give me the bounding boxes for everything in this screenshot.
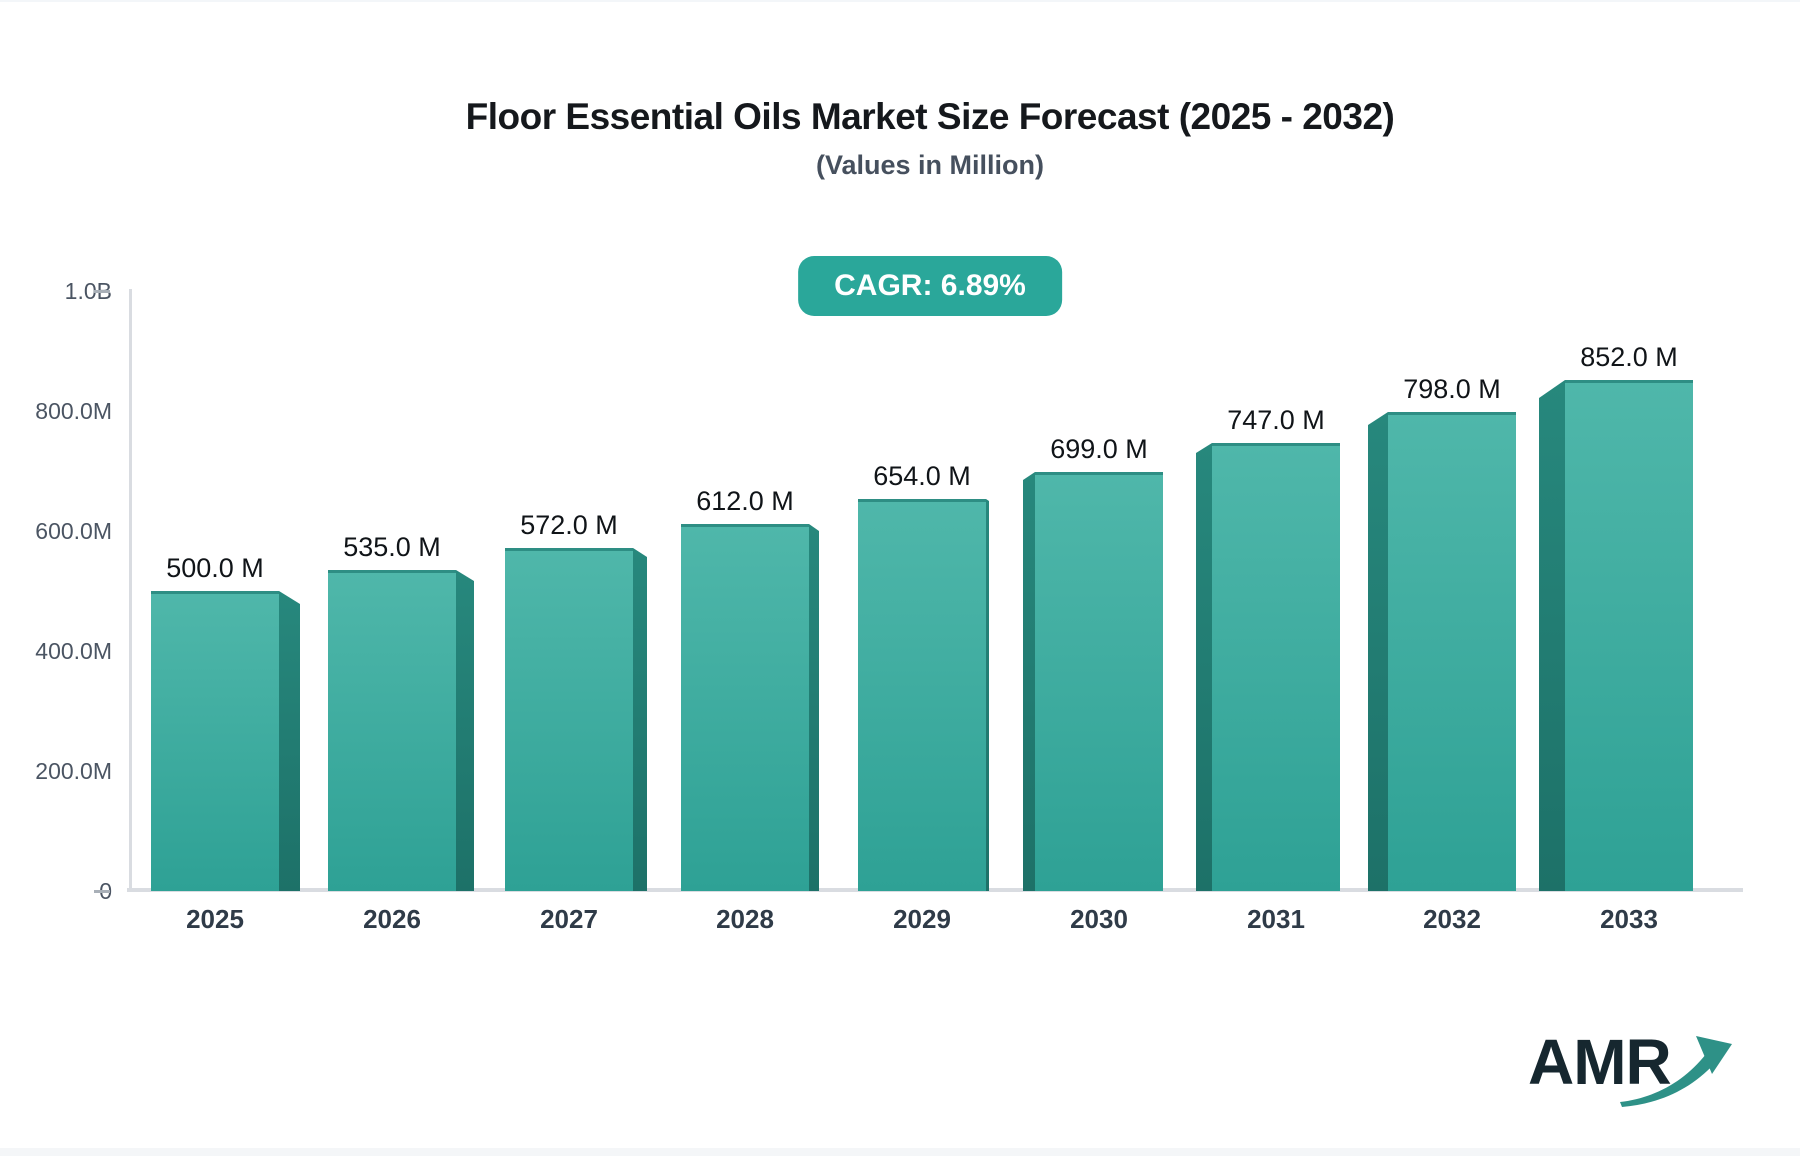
bar-2033: 852.0 M (1539, 342, 1693, 891)
bar-2026: 535.0 M (328, 532, 474, 891)
y-tick-label: 600.0M (35, 518, 112, 544)
bar-front-face (505, 548, 633, 891)
bar-2025: 500.0 M (151, 553, 300, 891)
bar-side-face (986, 499, 989, 891)
bar-value-label: 747.0 M (1227, 405, 1325, 435)
bar-side-face (1368, 412, 1388, 891)
bar-side-face (1539, 380, 1565, 891)
bar-2030: 699.0 M (1023, 434, 1163, 891)
bar-value-label: 654.0 M (873, 461, 971, 491)
bar-side-face (456, 570, 474, 891)
bar-value-label: 798.0 M (1403, 374, 1501, 404)
bar-2031: 747.0 M (1196, 405, 1340, 891)
bar-value-label: 699.0 M (1050, 434, 1148, 464)
bar-value-label: 572.0 M (520, 510, 618, 540)
x-tick-label-2029: 2029 (893, 904, 951, 934)
x-tick-label-2027: 2027 (540, 904, 598, 934)
bar-front-face (1212, 443, 1340, 891)
brand-logo: AMR (1528, 1026, 1732, 1120)
y-tick-label: 400.0M (35, 638, 112, 664)
bar-front-face (1565, 380, 1693, 891)
bar-2029: 654.0 M (858, 461, 989, 891)
bar-2027: 572.0 M (505, 510, 647, 891)
bar-front-face (858, 499, 986, 891)
x-tick-label-2030: 2030 (1070, 904, 1128, 934)
cagr-badge: CAGR: 6.89% (798, 256, 1062, 316)
bar-side-face (1023, 472, 1035, 891)
y-axis-line (129, 289, 132, 890)
bar-side-face (633, 548, 647, 891)
y-tick-label: 200.0M (35, 758, 112, 784)
bar-value-label: 612.0 M (696, 486, 794, 516)
bar-front-face (328, 570, 456, 891)
bar-front-face (681, 524, 809, 891)
growth-arrow-icon (1620, 1036, 1732, 1107)
bar-value-label: 500.0 M (166, 553, 264, 583)
x-tick-label-2028: 2028 (716, 904, 774, 934)
x-tick-label-2025: 2025 (186, 904, 244, 934)
x-tick-label-2031: 2031 (1247, 904, 1305, 934)
chart-subtitle: (Values in Million) (815, 150, 1045, 180)
bar-side-face (279, 591, 300, 891)
y-tick-dash (94, 290, 110, 293)
bar-value-label: 535.0 M (343, 532, 441, 562)
chart-title: Floor Essential Oils Market Size Forecas… (465, 96, 1395, 137)
bar-side-face (1196, 443, 1212, 891)
bar-2028: 612.0 M (681, 486, 819, 891)
bar-side-face (809, 524, 819, 891)
y-tick-dash (94, 890, 110, 893)
x-tick-label-2032: 2032 (1423, 904, 1481, 934)
x-tick-label-2033: 2033 (1600, 904, 1658, 934)
x-tick-label-2026: 2026 (363, 904, 421, 934)
page-bottom-border (0, 1148, 1800, 1156)
brand-logo-text: AMR (1528, 1026, 1672, 1098)
bar-value-label: 852.0 M (1580, 342, 1678, 372)
bar-front-face (1388, 412, 1516, 891)
bar-front-face (151, 591, 279, 891)
bar-front-face (1035, 472, 1163, 891)
bar-2032: 798.0 M (1368, 374, 1516, 891)
y-tick-label: 800.0M (35, 398, 112, 424)
